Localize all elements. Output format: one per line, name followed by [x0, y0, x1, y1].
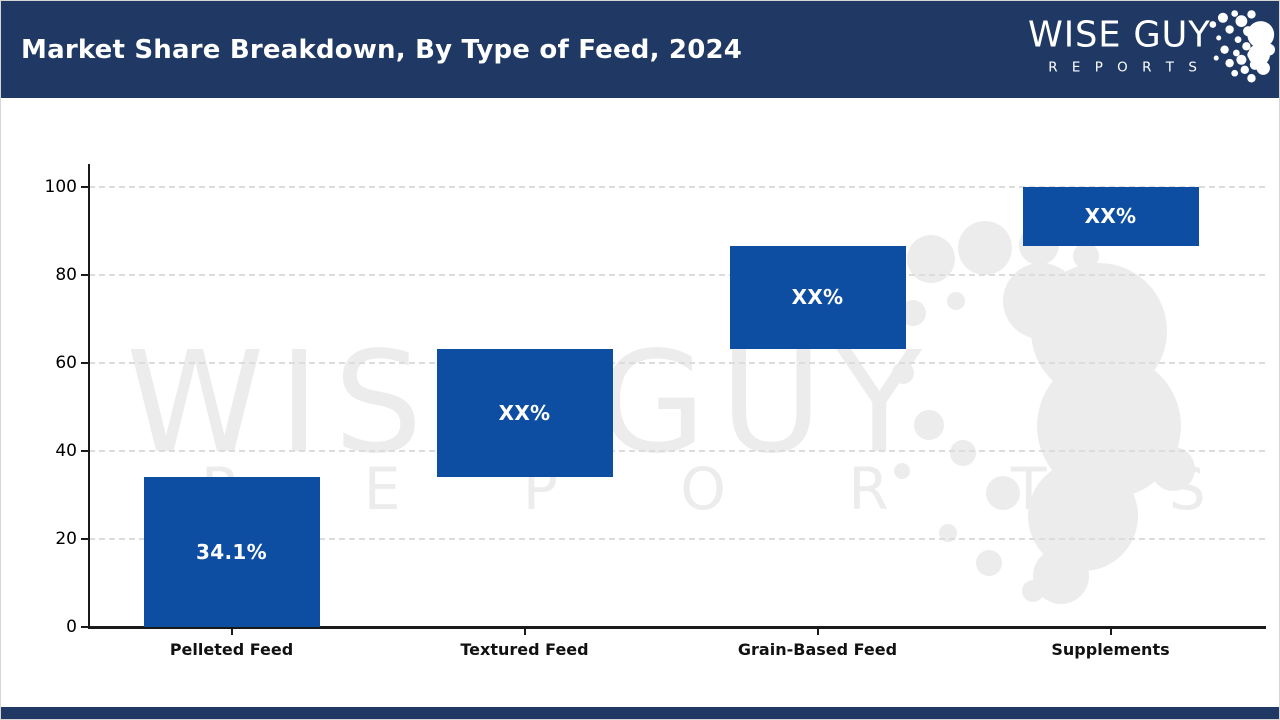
logo-graphic: WISE GUY R E P O R T S: [1028, 9, 1275, 82]
logo-dot-head-icon: [1209, 9, 1275, 82]
x-tick-label: Supplements: [1051, 640, 1170, 659]
bar-value-label: XX%: [498, 400, 551, 425]
x-axis-tick: [1109, 628, 1112, 635]
bar-segment: XX%: [436, 348, 613, 477]
grid-line: [89, 186, 1265, 188]
x-tick-label: Grain-Based Feed: [737, 640, 898, 659]
y-tick-label: 80: [55, 265, 77, 285]
logo-subtitle: R E P O R T S: [1048, 60, 1202, 75]
y-tick-label: 60: [55, 353, 77, 373]
bar-segment: XX%: [729, 245, 906, 349]
y-axis-tick: [81, 538, 89, 540]
chart-title: Market Share Breakdown, By Type of Feed,…: [21, 34, 743, 65]
x-tick-label: Pelleted Feed: [169, 640, 294, 659]
y-axis-tick: [81, 274, 89, 276]
y-tick-label: 40: [55, 441, 77, 461]
y-tick-label: 100: [44, 177, 77, 197]
bar-value-label: XX%: [1084, 204, 1137, 229]
grid-line: [89, 538, 1265, 540]
x-axis-tick: [816, 628, 819, 635]
bar-segment: 34.1%: [143, 476, 320, 627]
y-axis-tick: [81, 626, 89, 628]
x-axis-tick: [230, 628, 233, 635]
y-tick-label: 0: [66, 617, 77, 637]
grid-line: [89, 450, 1265, 452]
y-tick-label: 20: [55, 529, 77, 549]
bar-value-label: XX%: [791, 285, 844, 310]
logo-wordmark: WISE GUY: [1028, 14, 1211, 55]
y-axis-line: [88, 164, 90, 629]
bar-value-label: 34.1%: [196, 539, 267, 564]
y-axis-tick: [81, 362, 89, 364]
wise-guy-reports-logo: WISE GUY R E P O R T S: [1023, 6, 1275, 94]
x-axis-line: [88, 626, 1266, 629]
y-axis-tick: [81, 186, 89, 188]
footer-bar: [1, 707, 1279, 719]
x-axis-tick: [523, 628, 526, 635]
x-tick-label: Textured Feed: [460, 640, 589, 659]
bar-segment: XX%: [1022, 187, 1199, 246]
grid-line: [89, 274, 1265, 276]
header-bar: Market Share Breakdown, By Type of Feed,…: [1, 1, 1279, 98]
grid-line: [89, 362, 1265, 364]
y-axis-tick: [81, 450, 89, 452]
